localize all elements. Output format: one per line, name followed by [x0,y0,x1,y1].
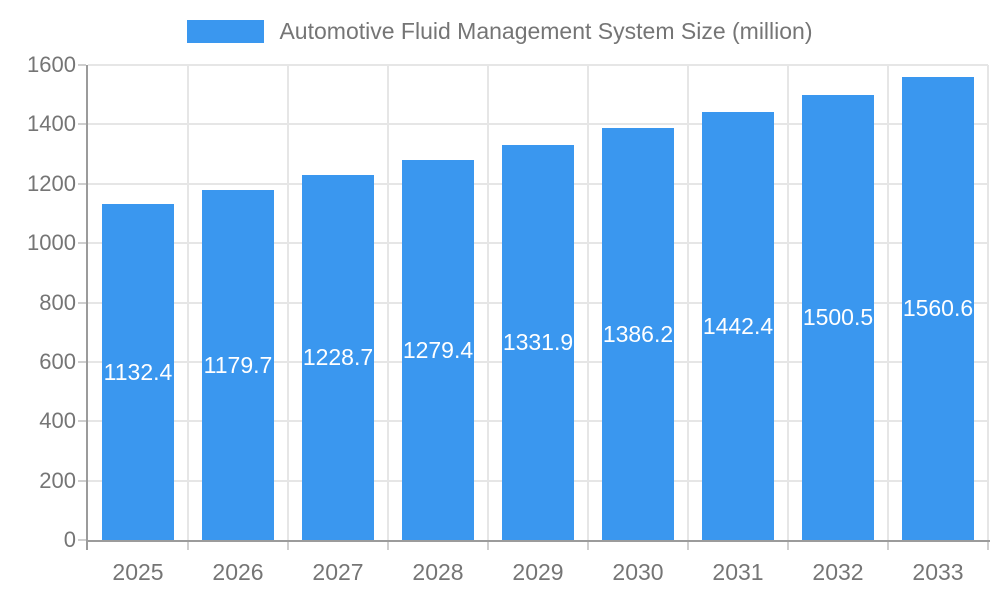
x-tick-label: 2028 [412,559,464,585]
x-axis-tick [587,542,589,550]
bar-value-label: 1132.4 [103,358,173,385]
gridline-vertical [287,65,289,540]
bar-value-label: 1331.9 [502,329,574,355]
x-axis-tick [187,542,189,550]
plot-area: 0 200 400 600 800 1000 1200 1400 1600 1132.4 2025 1… [27,52,990,585]
legend: Automotive Fluid Management System Size … [0,18,1000,45]
x-axis-tick [887,542,889,550]
y-tick-label: 1000 [27,230,76,256]
y-axis-tick [78,182,86,185]
bar[interactable]: 1386.2 [602,128,674,540]
x-tick-label: 2027 [312,559,364,585]
bar[interactable]: 1500.5 [802,95,874,540]
x-tick-label: 2030 [612,559,664,585]
gridline-vertical [487,65,489,540]
bar[interactable]: 1132.4 [102,204,174,540]
y-tick-label: 400 [39,408,76,434]
y-axis-tick [78,539,86,541]
bar[interactable]: 1279.4 [402,160,474,540]
bar[interactable]: 1442.4 [702,112,774,540]
legend-item[interactable]: Automotive Fluid Management System Size … [187,18,813,45]
y-tick-label: 200 [39,467,76,493]
gridline-vertical [587,65,589,540]
x-tick-label: 2033 [912,559,964,585]
bar[interactable]: 1179.7 [202,190,274,540]
bar[interactable]: 1560.6 [902,77,974,540]
x-tick-label: 2025 [112,559,164,585]
gridline-vertical [187,65,189,540]
gridline-horizontal [88,123,988,126]
legend-swatch-icon [187,20,265,43]
bar-value-label: 1279.4 [402,336,474,363]
bar[interactable]: 1228.7 [302,175,374,540]
x-tick-label: 2031 [712,559,764,585]
bar-value-label: 1179.7 [203,351,273,378]
bar-value-label: 1500.5 [802,304,874,330]
x-axis-tick [787,542,789,550]
gridline-vertical [687,65,689,540]
x-axis-tick [687,542,689,550]
y-tick-label: 0 [63,527,76,552]
x-tick-label: 2029 [512,559,564,585]
y-axis-tick [78,123,86,126]
x-axis-tick [987,542,989,550]
gridline-vertical [387,65,389,540]
bar-value-label: 1560.6 [902,295,974,321]
y-axis-tick [78,242,86,245]
gridline-vertical [987,65,989,540]
x-tick-label: 2032 [812,559,864,585]
y-tick-label: 1200 [27,170,76,196]
bar-value-label: 1442.4 [702,312,774,339]
bar-value-label: 1228.7 [302,344,374,370]
y-axis-tick [78,64,86,66]
y-tick-label: 1400 [27,111,76,137]
x-axis-tick [287,542,289,550]
x-axis-tick [387,542,389,550]
gridline-horizontal [88,64,988,66]
bar[interactable]: 1331.9 [502,145,574,540]
y-tick-label: 800 [39,289,76,315]
y-axis-tick [78,301,86,304]
y-axis-tick [78,420,86,423]
legend-label: Automotive Fluid Management System Size … [279,18,813,44]
gridline-vertical [787,65,789,540]
x-tick-label: 2026 [212,559,264,585]
x-axis-tick [487,542,489,550]
bar-value-label: 1386.2 [602,320,674,347]
y-tick-label: 600 [39,348,76,374]
gridline-vertical [887,65,889,540]
y-axis-tick [78,360,86,363]
y-axis-tick [78,479,86,482]
y-axis-line [86,65,88,550]
x-axis-line [86,540,990,542]
y-tick-label: 1600 [27,52,76,77]
